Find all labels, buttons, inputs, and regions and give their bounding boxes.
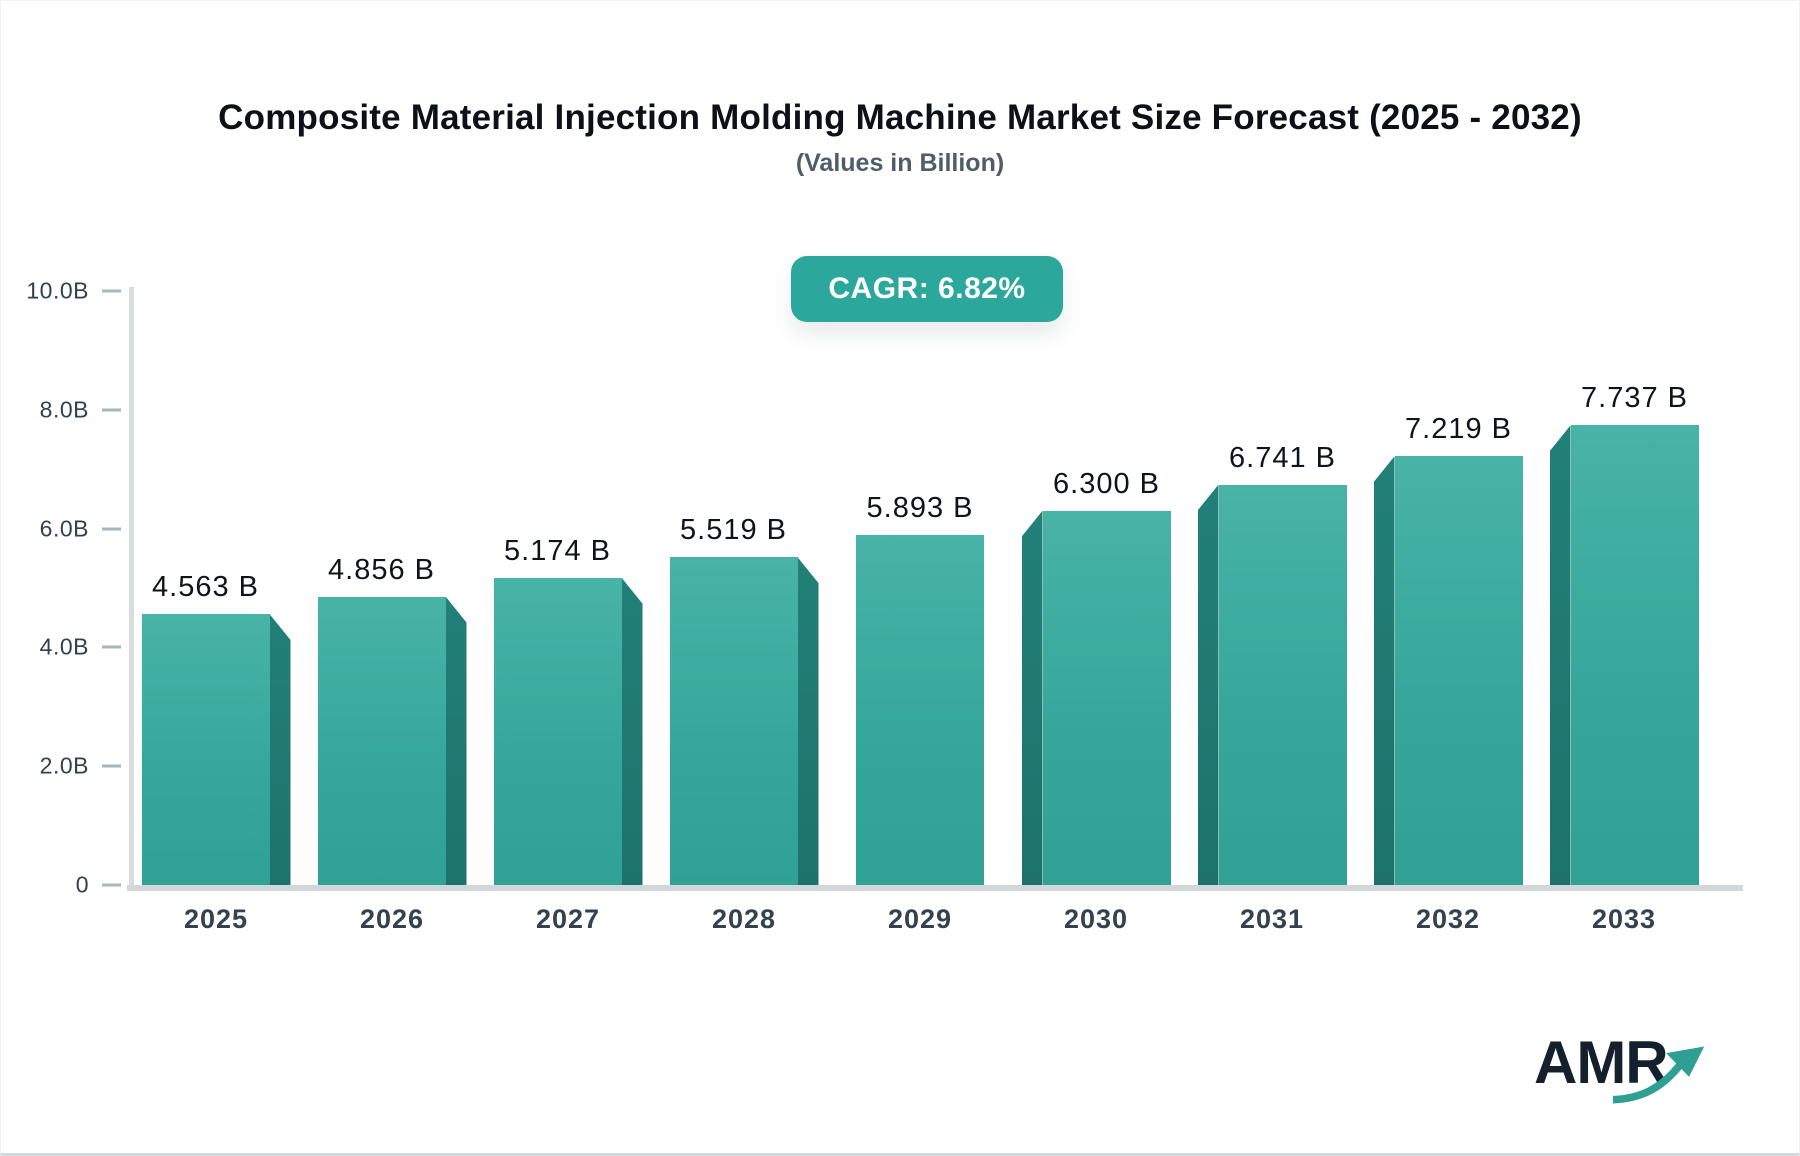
bar-2027 xyxy=(493,577,622,885)
x-axis-line xyxy=(127,885,1743,891)
chart-subtitle: (Values in Billion) xyxy=(795,149,1005,177)
bar-side-face xyxy=(445,596,467,885)
bar-2031 xyxy=(1218,484,1347,885)
bar-2025 xyxy=(141,613,270,885)
x-axis-category-label: 2031 xyxy=(1239,904,1305,934)
bar-2033 xyxy=(1570,425,1699,885)
y-axis-tick-label: 10.0B xyxy=(26,277,89,304)
y-axis-tick-label: 4.0B xyxy=(39,633,89,660)
amr-logo: AMR xyxy=(1534,1029,1669,1096)
bar-value-label: 5.893 B xyxy=(866,491,974,524)
y-axis-tick-label: 8.0B xyxy=(39,396,89,423)
y-axis-tick-mark xyxy=(102,883,121,887)
bar-side-face xyxy=(1373,456,1395,885)
y-axis-tick-mark xyxy=(102,527,121,531)
bar-2026 xyxy=(317,596,446,885)
y-axis-tick-label: 2.0B xyxy=(39,752,89,779)
bar-value-label: 6.741 B xyxy=(1229,441,1336,474)
bar-value-label: 4.563 B xyxy=(152,570,259,603)
bar-2030 xyxy=(1042,510,1171,885)
x-axis-category-label: 2029 xyxy=(887,904,953,934)
y-axis-tick-mark xyxy=(102,645,121,649)
bar-value-label: 7.219 B xyxy=(1405,413,1512,446)
bar-value-label: 7.737 B xyxy=(1581,382,1688,415)
y-axis-line xyxy=(129,287,134,888)
cagr-badge: CAGR: 6.82% xyxy=(791,256,1063,322)
x-axis-category-label: 2025 xyxy=(183,904,249,934)
y-axis-tick-mark xyxy=(102,764,121,768)
bar-value-label: 5.519 B xyxy=(680,514,787,547)
bar-value-label: 5.174 B xyxy=(504,534,611,567)
bar-side-face xyxy=(621,577,643,885)
bar-side-face xyxy=(269,613,291,885)
bar-side-face xyxy=(797,557,819,885)
x-axis-category-label: 2033 xyxy=(1591,904,1657,934)
x-axis-category-label: 2026 xyxy=(359,904,425,934)
bar-side-face xyxy=(1549,425,1571,885)
growth-arrow-icon xyxy=(1613,1046,1705,1104)
bar-side-face xyxy=(1197,484,1219,885)
y-axis-tick-mark xyxy=(102,289,121,293)
bar-2028 xyxy=(669,557,798,885)
bar-value-label: 4.856 B xyxy=(328,553,435,586)
bar-2032 xyxy=(1394,456,1523,885)
x-axis-category-label: 2028 xyxy=(711,904,777,934)
y-axis-tick-label: 6.0B xyxy=(39,515,89,542)
chart-title: Composite Material Injection Molding Mac… xyxy=(218,98,1582,137)
x-axis-category-label: 2027 xyxy=(535,904,601,934)
x-axis-category-label: 2032 xyxy=(1415,904,1481,934)
x-axis-category-label: 2030 xyxy=(1063,904,1129,934)
bar-side-face xyxy=(1021,510,1043,885)
y-axis-tick-label: 0 xyxy=(75,871,89,898)
bar-2029 xyxy=(856,534,984,885)
bar-value-label: 6.300 B xyxy=(1053,467,1160,500)
y-axis-tick-mark xyxy=(102,408,121,412)
